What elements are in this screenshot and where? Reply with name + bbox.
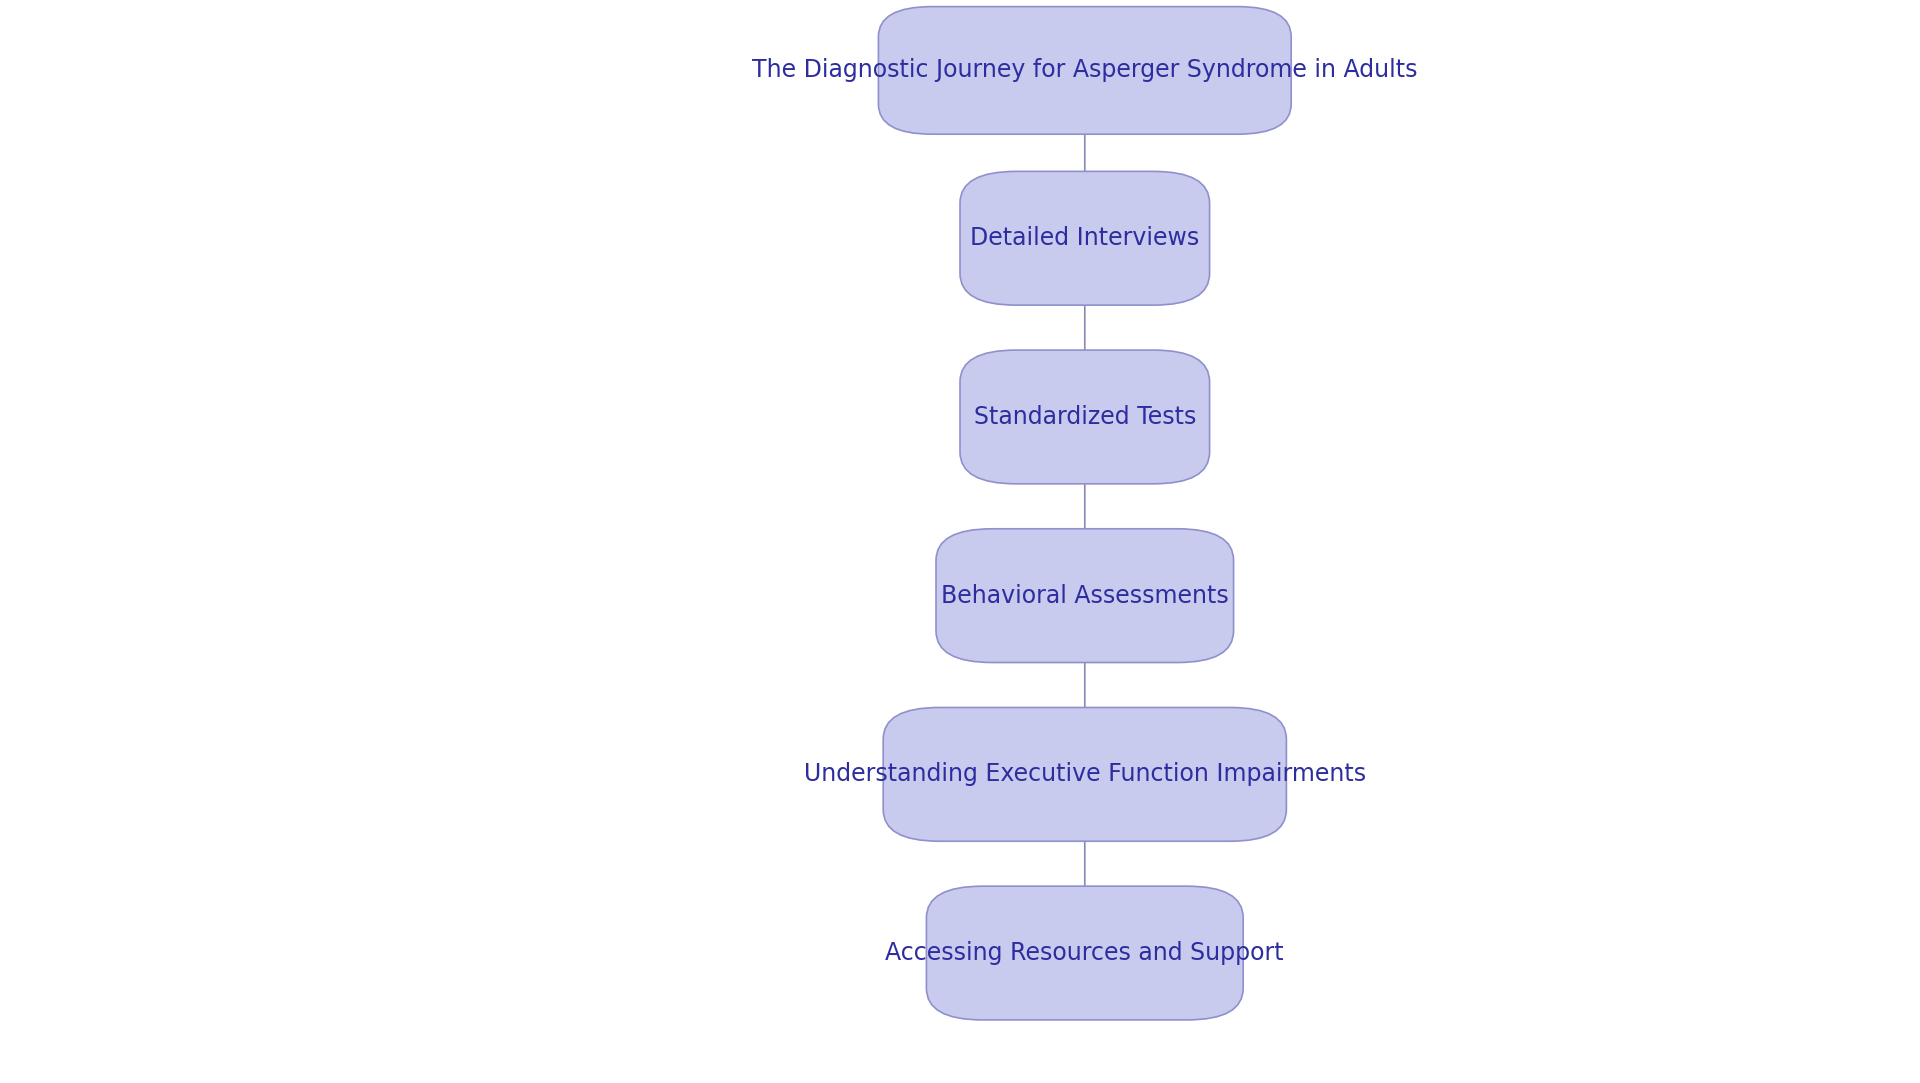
FancyBboxPatch shape: [935, 529, 1233, 663]
FancyBboxPatch shape: [960, 350, 1210, 484]
Text: Behavioral Assessments: Behavioral Assessments: [941, 584, 1229, 608]
Text: Standardized Tests: Standardized Tests: [973, 405, 1196, 429]
FancyBboxPatch shape: [960, 171, 1210, 305]
FancyBboxPatch shape: [883, 707, 1286, 841]
FancyBboxPatch shape: [925, 886, 1242, 1020]
Text: Understanding Executive Function Impairments: Understanding Executive Function Impairm…: [804, 762, 1365, 786]
FancyBboxPatch shape: [877, 6, 1290, 134]
Text: Accessing Resources and Support: Accessing Resources and Support: [885, 941, 1284, 965]
Text: Detailed Interviews: Detailed Interviews: [970, 226, 1200, 250]
Text: The Diagnostic Journey for Asperger Syndrome in Adults: The Diagnostic Journey for Asperger Synd…: [753, 58, 1417, 82]
